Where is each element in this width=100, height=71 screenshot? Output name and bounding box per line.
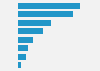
Bar xyxy=(18,28,43,34)
Bar xyxy=(18,37,33,43)
Bar xyxy=(18,11,73,17)
Bar xyxy=(18,20,51,26)
Bar xyxy=(18,62,21,68)
Bar xyxy=(18,45,28,51)
Bar xyxy=(18,3,80,9)
Bar xyxy=(18,54,26,60)
